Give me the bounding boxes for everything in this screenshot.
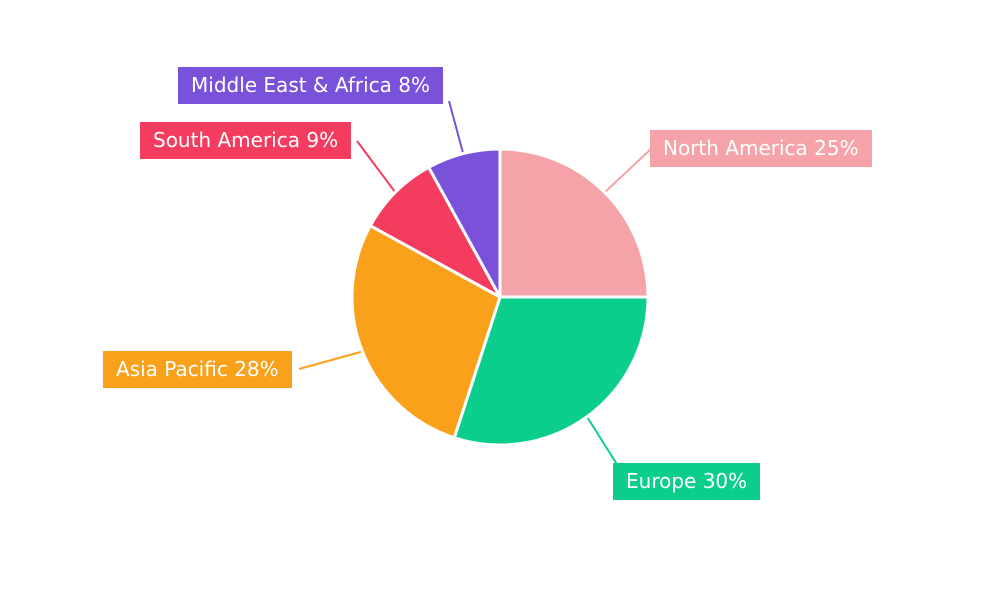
pie-slices-layer	[350, 147, 650, 447]
leader-line-north-america	[603, 147, 653, 194]
leader-line-europe	[586, 416, 619, 467]
leader-line-middle-east-africa	[448, 100, 465, 154]
leader-line-south-america	[356, 140, 397, 193]
pie-slice-middle-east-africa[interactable]	[427, 147, 502, 299]
pie-slice-south-america[interactable]	[368, 165, 502, 299]
leader-line-asia-pacific	[298, 350, 363, 370]
leader-lines-layer	[298, 100, 653, 467]
pie-slice-north-america[interactable]	[498, 147, 650, 299]
pie-slice-europe[interactable]	[452, 295, 650, 447]
pie-slice-asia-pacific[interactable]	[350, 224, 502, 440]
